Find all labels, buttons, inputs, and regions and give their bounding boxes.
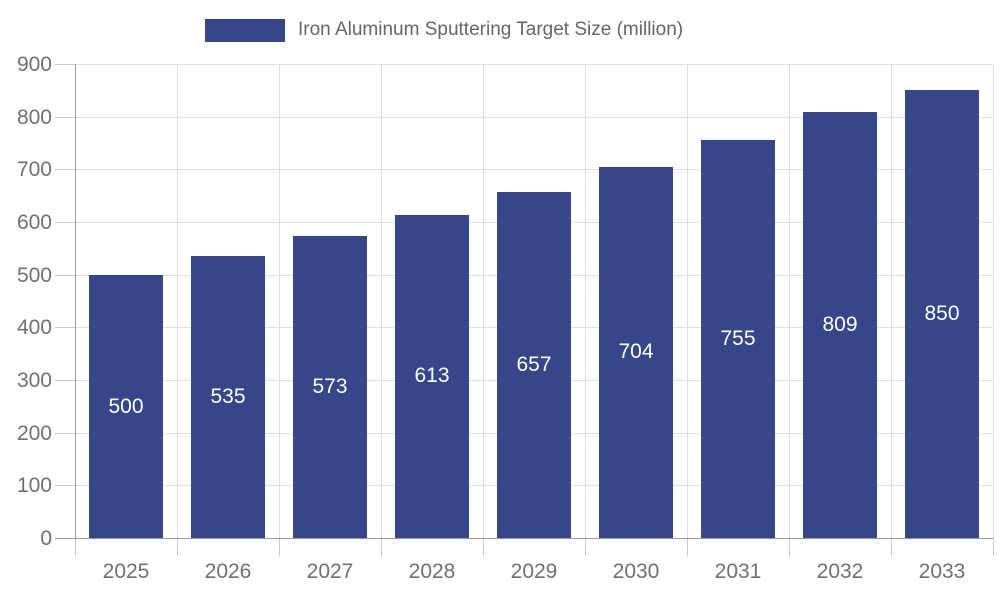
x-axis-label: 2029 <box>510 560 558 583</box>
x-axis-tick <box>993 538 994 556</box>
y-axis-label: 800 <box>16 106 52 129</box>
bar-value-label: 535 <box>210 384 246 408</box>
y-axis-label: 700 <box>16 158 52 181</box>
x-axis-label: 2031 <box>714 560 762 583</box>
y-gridline <box>75 64 993 65</box>
y-axis-line <box>75 64 76 539</box>
x-axis-label: 2030 <box>612 560 660 583</box>
x-gridline <box>687 64 688 538</box>
x-gridline <box>789 64 790 538</box>
x-axis-tick <box>381 538 382 556</box>
x-axis-tick <box>789 538 790 556</box>
bar-value-label: 657 <box>516 353 552 376</box>
y-axis-label: 500 <box>16 264 52 287</box>
bar-2028[interactable]: 613 <box>395 215 469 538</box>
bar-2027[interactable]: 573 <box>293 236 367 538</box>
y-axis-label: 100 <box>16 474 52 497</box>
x-axis-label: 2033 <box>918 560 966 583</box>
x-axis-tick <box>483 538 484 556</box>
x-gridline <box>891 64 892 538</box>
y-axis-label: 900 <box>16 53 52 76</box>
x-gridline <box>483 64 484 538</box>
x-gridline <box>177 64 178 538</box>
y-axis-tick <box>55 275 75 276</box>
bar-value-label: 573 <box>312 374 348 398</box>
y-axis-tick <box>55 433 75 434</box>
y-axis-label: 400 <box>16 316 52 339</box>
x-axis-tick <box>75 538 76 556</box>
x-axis-line <box>55 538 993 539</box>
x-axis-label: 2025 <box>102 560 150 583</box>
bar-2026[interactable]: 535 <box>191 256 265 538</box>
x-axis-tick <box>585 538 586 556</box>
bar-value-label: 704 <box>618 340 654 364</box>
x-gridline <box>585 64 586 538</box>
y-axis-tick <box>55 169 75 170</box>
bar-value-label: 613 <box>414 364 450 388</box>
y-axis-tick <box>55 64 75 65</box>
y-axis-tick <box>55 485 75 486</box>
bar-2032[interactable]: 809 <box>803 112 877 538</box>
x-axis-tick <box>687 538 688 556</box>
legend-item[interactable]: Iron Aluminum Sputtering Target Size (mi… <box>205 17 683 43</box>
y-axis-label: 200 <box>16 422 52 445</box>
x-axis-tick <box>177 538 178 556</box>
y-axis-tick <box>55 380 75 381</box>
bar-2025[interactable]: 500 <box>89 275 163 538</box>
y-axis-label: 0 <box>40 527 52 550</box>
x-axis-label: 2028 <box>408 560 456 583</box>
x-axis-tick <box>891 538 892 556</box>
x-gridline <box>993 64 994 538</box>
y-axis-tick <box>55 222 75 223</box>
y-axis-tick <box>55 117 75 118</box>
y-gridline <box>75 117 993 118</box>
y-axis-tick <box>55 327 75 328</box>
y-axis-label: 600 <box>16 211 52 234</box>
y-axis-label: 300 <box>16 369 52 392</box>
x-gridline <box>381 64 382 538</box>
bar-value-label: 755 <box>720 326 756 350</box>
bar-2030[interactable]: 704 <box>599 167 673 538</box>
bar-2033[interactable]: 850 <box>905 90 979 538</box>
legend-label: Iron Aluminum Sputtering Target Size (mi… <box>298 19 684 40</box>
x-axis-label: 2032 <box>816 560 864 583</box>
bar-value-label: 500 <box>108 394 144 418</box>
x-gridline <box>279 64 280 538</box>
legend-swatch <box>205 18 285 42</box>
bar-value-label: 850 <box>924 301 960 325</box>
y-gridline <box>75 169 993 170</box>
x-axis-label: 2027 <box>306 560 354 583</box>
bar-2031[interactable]: 755 <box>701 140 775 538</box>
x-axis-label: 2026 <box>204 560 252 583</box>
bar-value-label: 809 <box>822 313 858 337</box>
x-axis-tick <box>279 538 280 556</box>
bar-2029[interactable]: 657 <box>497 192 571 538</box>
